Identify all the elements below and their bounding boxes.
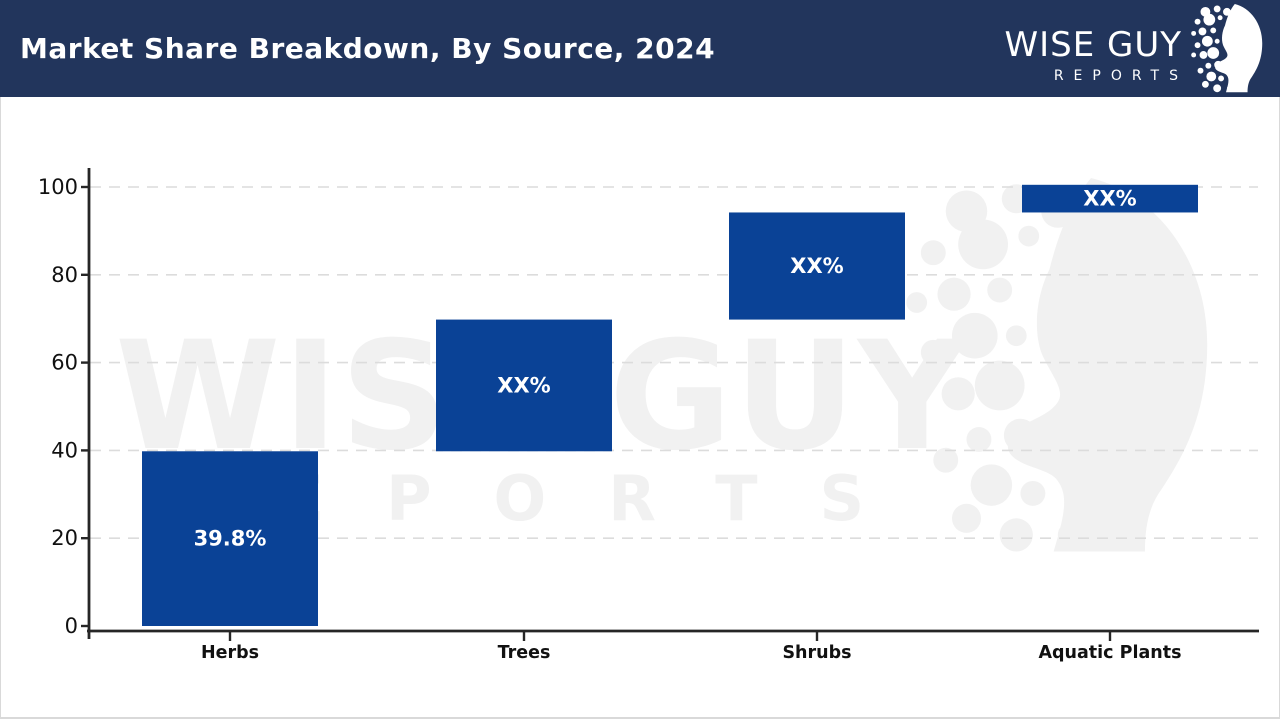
y-tick-label-40: 40	[51, 438, 78, 462]
x-category-label: Aquatic Plants	[1038, 643, 1181, 663]
y-tick-label-60: 60	[51, 351, 78, 375]
bar-value-label: 39.8%	[194, 527, 267, 551]
x-category-label: Herbs	[201, 643, 259, 663]
labels: 0 20 40 60 80 100 Herbs Trees Shrubs Aquatic Plan…	[38, 175, 1182, 663]
page-bottom-rule	[0, 717, 1280, 719]
logo-face-icon	[1191, 4, 1263, 93]
y-tick-label-80: 80	[51, 263, 78, 287]
bar-value-label: XX%	[1083, 187, 1136, 211]
logo-subtitle: REPORTS	[1054, 68, 1188, 84]
y-tick-label-0: 0	[65, 614, 78, 638]
bars	[142, 184, 1198, 626]
bar-herbs	[142, 451, 318, 626]
y-tick-label-20: 20	[51, 526, 78, 550]
logo-wordmark: WISE GUY	[1004, 25, 1182, 65]
bar-aquatic-plants	[1022, 184, 1198, 213]
bar-value-label: XX%	[497, 373, 550, 397]
bar-value-label: XX%	[790, 254, 843, 278]
y-tick-label-100: 100	[38, 175, 78, 199]
x-category-label: Shrubs	[782, 643, 851, 663]
wise-guy-reports-logo: WISE GUY REPORTS	[1004, 4, 1263, 93]
x-category-label: Trees	[498, 643, 551, 663]
bar-shrubs	[729, 212, 905, 320]
header-bar: Market Share Breakdown, By Source, 2024 …	[0, 0, 1280, 97]
chart-title: Market Share Breakdown, By Source, 2024	[20, 32, 716, 65]
bar-trees	[436, 319, 612, 452]
axes	[81, 168, 1259, 641]
page-left-rule	[0, 97, 1, 718]
